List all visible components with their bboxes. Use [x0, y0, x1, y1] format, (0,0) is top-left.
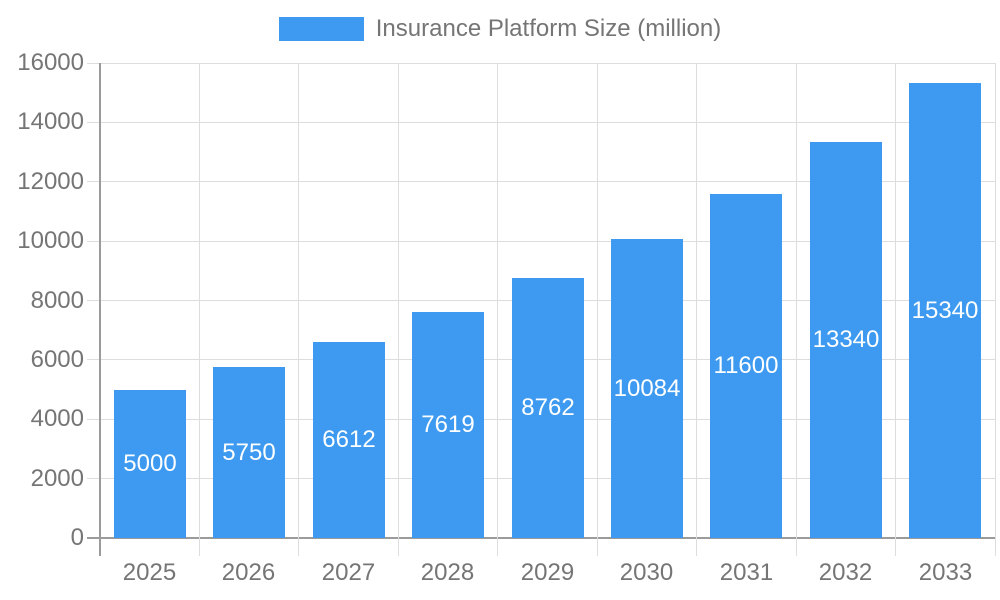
bar-value-label: 8762 [521, 394, 575, 421]
h-gridline [87, 181, 995, 182]
v-gridline [796, 63, 797, 556]
v-gridline [398, 63, 399, 556]
y-axis-tick-label: 8000 [30, 287, 84, 314]
x-axis-tick-label: 2030 [619, 559, 674, 586]
legend-swatch [278, 17, 364, 41]
bar-value-label: 5750 [222, 439, 276, 466]
y-axis-tick-label: 16000 [17, 49, 84, 76]
bar-value-label: 15340 [911, 297, 979, 324]
bar-value-label: 6612 [322, 426, 376, 453]
v-gridline [696, 63, 697, 556]
y-axis-tick-label: 14000 [17, 108, 84, 135]
h-gridline [87, 241, 995, 242]
bar [611, 239, 683, 538]
x-axis-tick-label: 2028 [420, 559, 475, 586]
h-gridline [87, 63, 995, 64]
bar-value-label: 13340 [812, 326, 880, 353]
bar [512, 278, 584, 538]
v-gridline [298, 63, 299, 556]
x-axis-tick-label: 2032 [818, 559, 873, 586]
x-axis-tick-label: 2031 [719, 559, 774, 586]
y-axis-line [99, 63, 101, 556]
y-axis-tick-label: 0 [70, 524, 84, 551]
v-gridline [497, 63, 498, 556]
bar-value-label: 10084 [613, 375, 681, 402]
y-axis-tick-label: 12000 [17, 168, 84, 195]
x-axis-tick-label: 2026 [221, 559, 276, 586]
y-axis-tick-label: 4000 [30, 405, 84, 432]
bar [213, 367, 285, 538]
y-axis-tick-label: 10000 [17, 227, 84, 254]
x-axis-tick-label: 2027 [321, 559, 376, 586]
bar [313, 342, 385, 538]
y-axis-tick-label: 2000 [30, 465, 84, 492]
v-gridline [895, 63, 896, 556]
h-gridline [87, 122, 995, 123]
v-gridline [199, 63, 200, 556]
bar [810, 142, 882, 538]
legend-item[interactable]: Insurance Platform Size (million) [0, 16, 1000, 42]
bar-value-label: 7619 [421, 411, 475, 438]
y-axis-tick-label: 6000 [30, 346, 84, 373]
bar-value-label: 5000 [123, 450, 177, 477]
legend-label: Insurance Platform Size (million) [375, 15, 722, 42]
v-gridline [995, 63, 996, 556]
x-axis-tick-label: 2025 [122, 559, 177, 586]
x-axis-baseline [87, 537, 995, 539]
bar [710, 194, 782, 538]
bar [412, 312, 484, 538]
x-axis-tick-label: 2033 [918, 559, 973, 586]
bar [114, 390, 186, 538]
bar [909, 83, 981, 538]
bar-value-label: 11600 [713, 352, 779, 379]
v-gridline [597, 63, 598, 556]
x-axis-tick-label: 2029 [520, 559, 575, 586]
